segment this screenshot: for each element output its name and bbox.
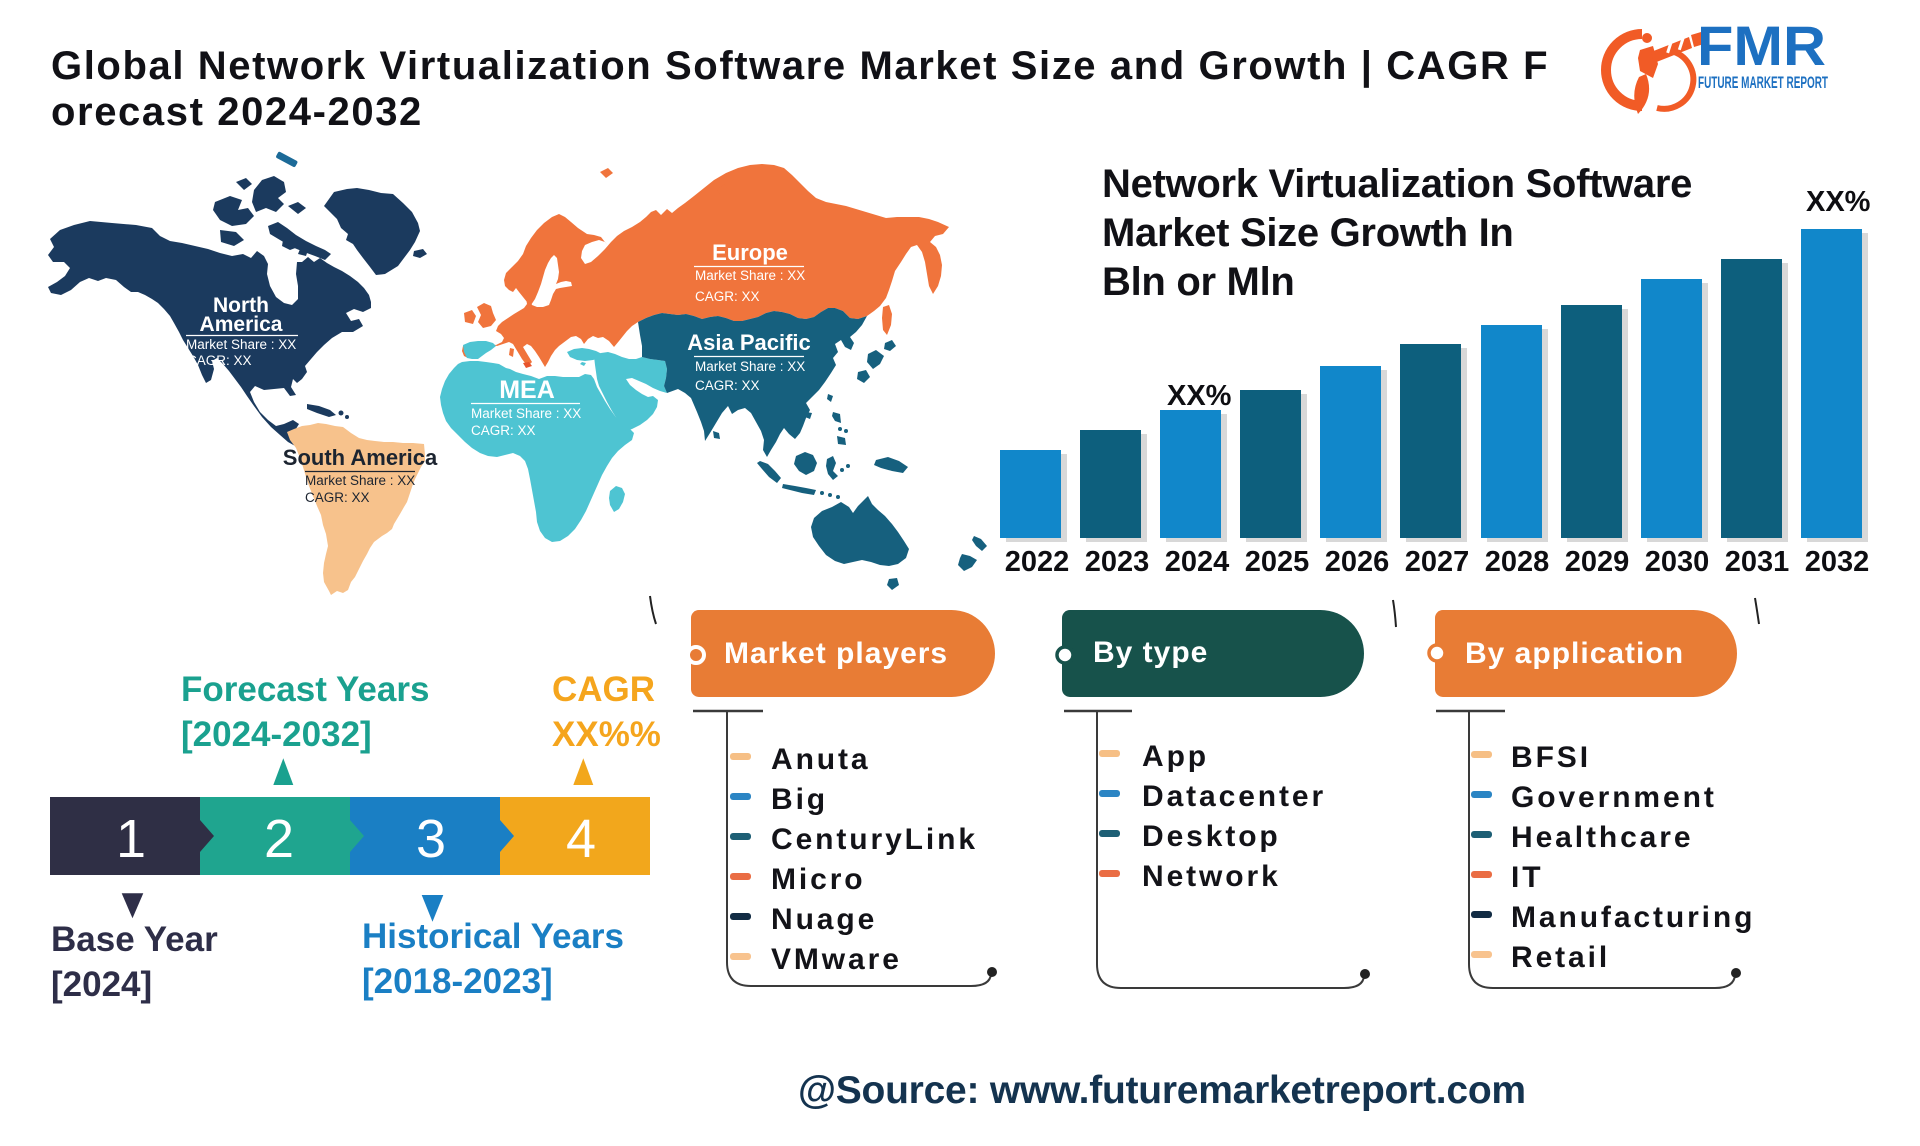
svg-text:3: 3 xyxy=(416,809,446,869)
svg-text:Market Share : XX: Market Share : XX xyxy=(471,406,581,421)
svg-text:South America: South America xyxy=(283,445,438,470)
svg-text:Europe: Europe xyxy=(712,240,788,265)
svg-text:Market Share : XX: Market Share : XX xyxy=(695,268,805,283)
svg-text:CAGR: XX: CAGR: XX xyxy=(305,490,370,505)
svg-text:America: America xyxy=(200,313,283,336)
svg-text:MEA: MEA xyxy=(499,376,555,404)
svg-text:CAGR: XX: CAGR: XX xyxy=(187,353,252,368)
svg-text:FUTURE MARKET REPORT: FUTURE MARKET REPORT xyxy=(1698,74,1828,92)
svg-text:North: North xyxy=(213,294,269,317)
svg-text:CAGR: XX: CAGR: XX xyxy=(695,378,760,393)
svg-text:Market Share : XX: Market Share : XX xyxy=(305,473,415,488)
svg-text:FMR: FMR xyxy=(1697,14,1826,77)
svg-text:1: 1 xyxy=(116,809,146,869)
svg-text:2: 2 xyxy=(264,809,294,869)
svg-text:CAGR: XX: CAGR: XX xyxy=(695,289,760,304)
svg-text:Market Share : XX: Market Share : XX xyxy=(186,337,296,352)
svg-text:Market Share : XX: Market Share : XX xyxy=(695,359,805,374)
svg-text:Asia Pacific: Asia Pacific xyxy=(687,330,811,355)
svg-text:CAGR: XX: CAGR: XX xyxy=(471,423,536,438)
svg-text:4: 4 xyxy=(566,809,596,869)
